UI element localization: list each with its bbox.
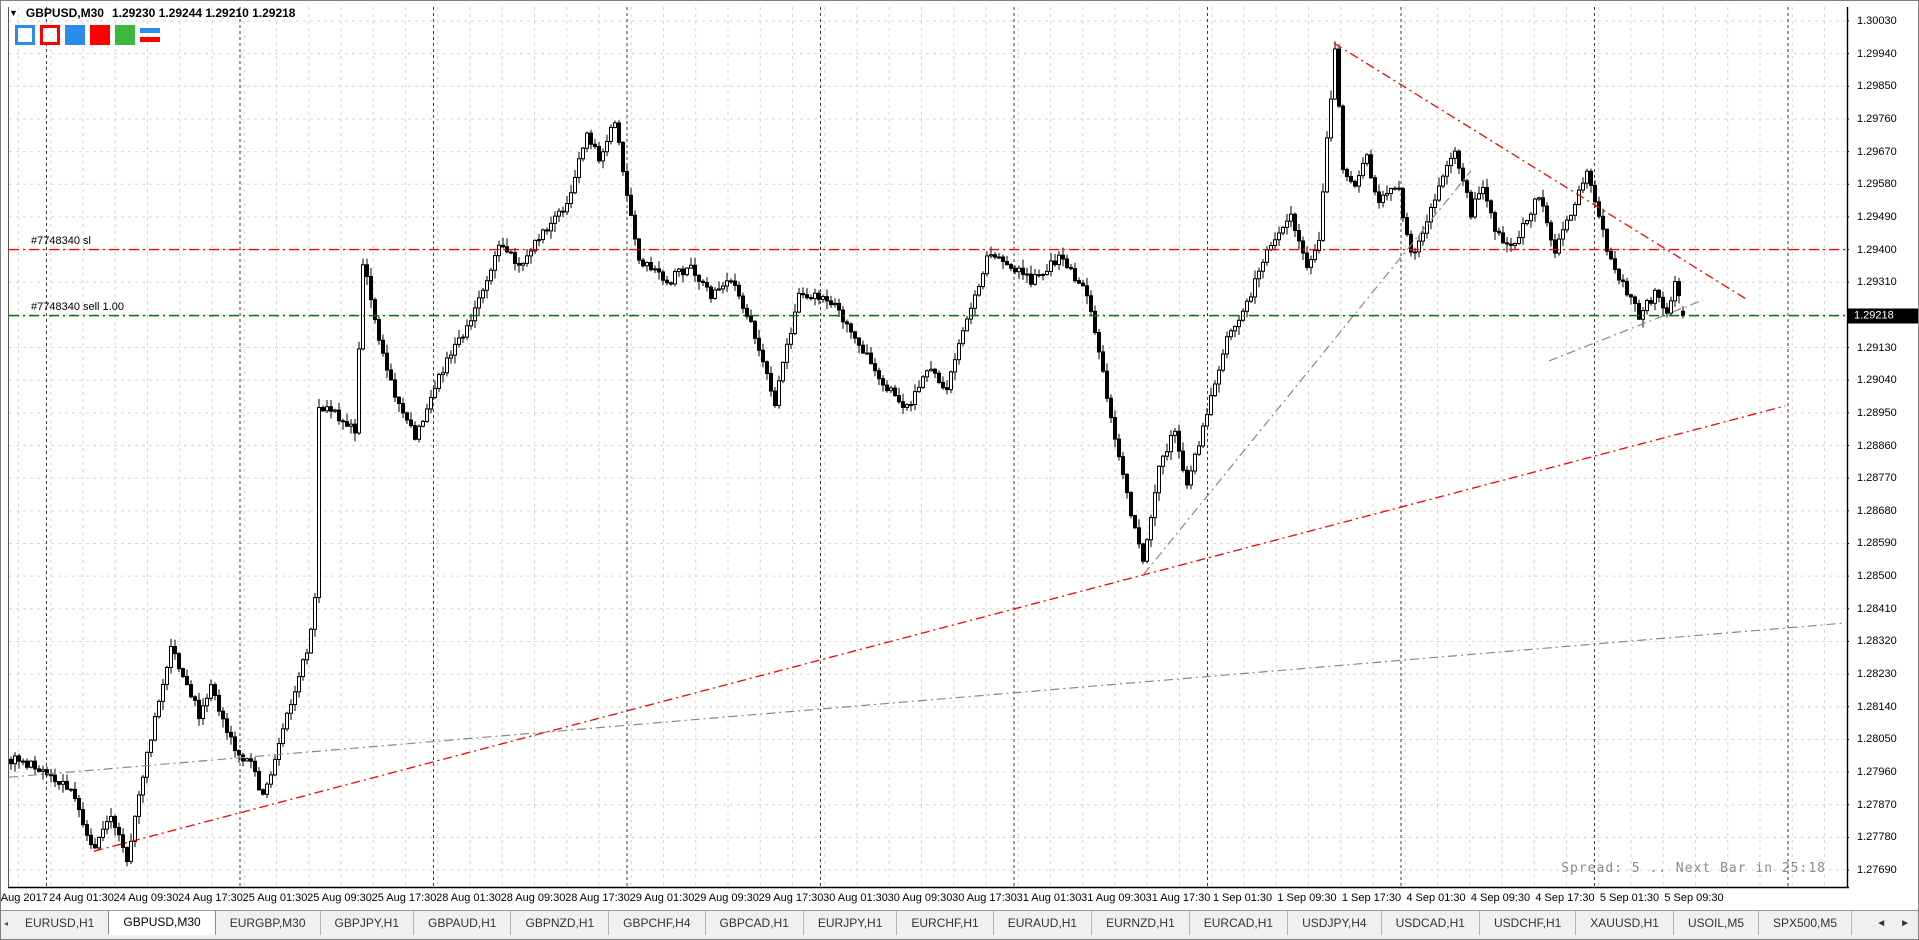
time-axis-label: 1 Sep 09:30 bbox=[1277, 892, 1337, 904]
hollow-red-rect-icon[interactable] bbox=[40, 25, 60, 45]
time-axis-label: 30 Aug 09:30 bbox=[887, 892, 953, 904]
price-axis-label: 1.29940 bbox=[1857, 47, 1897, 60]
chart-header: ▼ GBPUSD,M30 1.29230 1.29244 1.29210 1.2… bbox=[9, 6, 295, 20]
price-axis-label: 1.29760 bbox=[1857, 112, 1897, 125]
tab-scroll-right-icon[interactable]: ► bbox=[1900, 917, 1910, 929]
chart-tab-usdjpy-h4[interactable]: USDJPY,H4 bbox=[1287, 911, 1380, 935]
chart-tab-gbpjpy-h1[interactable]: GBPJPY,H1 bbox=[319, 911, 413, 935]
time-axis-label: 28 Aug 17:30 bbox=[565, 892, 630, 904]
chart-tab-gbpaud-h1[interactable]: GBPAUD,H1 bbox=[413, 911, 510, 935]
chart-tab-usdcad-h1[interactable]: USDCAD,H1 bbox=[1380, 911, 1479, 935]
chart-tabs: EURUSD,H1 GBPUSD,M30 EURGBP,M30 GBPJPY,H1 GB… bbox=[11, 911, 1866, 935]
time-axis-label: 28 Aug 01:30 bbox=[436, 892, 501, 904]
tab-scroll-controls: ◄ ► bbox=[1866, 911, 1918, 935]
tabbar-edge-glyph: ◂ bbox=[3, 918, 8, 928]
time-axis-label: 30 Aug 01:30 bbox=[823, 892, 888, 904]
window-bottom-edge bbox=[1, 935, 1918, 939]
chart-tab-eurusd-h1[interactable]: EURUSD,H1 bbox=[25, 916, 95, 930]
time-axis-label: 30 Aug 17:30 bbox=[952, 892, 1017, 904]
chart-tab-gbpcad-h1[interactable]: GBPCAD,H1 bbox=[704, 911, 803, 935]
time-axis-label: 4 Sep 01:30 bbox=[1406, 892, 1466, 904]
chart-tab-xauusd-h1[interactable]: XAUUSD,H1 bbox=[1575, 911, 1673, 935]
time-axis-label: 31 Aug 17:30 bbox=[1145, 892, 1211, 904]
filled-red-rect-icon[interactable] bbox=[90, 25, 110, 45]
price-axis-label: 1.27780 bbox=[1857, 831, 1897, 844]
time-axis-label: 28 Aug 09:30 bbox=[500, 892, 566, 904]
chart-tab-usdchf-h1[interactable]: USDCHF,H1 bbox=[1478, 911, 1575, 935]
price-axis-label: 1.28140 bbox=[1857, 700, 1897, 713]
chart-tab-gbpchf-h4[interactable]: GBPCHF,H4 bbox=[608, 911, 704, 935]
price-axis-label: 1.27960 bbox=[1857, 766, 1897, 779]
current-price-tag: 1.29218 bbox=[1848, 308, 1918, 324]
time-axis-label: 24 Aug 09:30 bbox=[113, 892, 179, 904]
chart-tab-eurjpy-h1[interactable]: EURJPY,H1 bbox=[802, 911, 896, 935]
filled-blue-rect-icon[interactable] bbox=[65, 25, 85, 45]
price-axis-label: 1.29670 bbox=[1857, 145, 1897, 158]
filled-green-rect-icon[interactable] bbox=[115, 25, 135, 45]
chart-tab-eurnzd-h1[interactable]: EURNZD,H1 bbox=[1091, 911, 1189, 935]
price-axis-label: 1.29850 bbox=[1857, 80, 1897, 93]
time-axis-label: 29 Aug 01:30 bbox=[629, 892, 695, 904]
price-axis-label: 1.28320 bbox=[1857, 635, 1897, 648]
time-axis-label: 31 Aug 01:30 bbox=[1016, 892, 1082, 904]
time-axis-label: 5 Sep 09:30 bbox=[1664, 892, 1724, 904]
price-axis-label: 1.29400 bbox=[1857, 243, 1897, 256]
chart-tab-gbpnzd-h1[interactable]: GBPNZD,H1 bbox=[510, 911, 608, 935]
price-axis-label: 1.29040 bbox=[1857, 374, 1897, 387]
price-axis-label: 1.28950 bbox=[1857, 406, 1897, 419]
chart-ohlc-quote: 1.29230 1.29244 1.29210 1.29218 bbox=[111, 6, 296, 20]
price-axis-label: 1.29310 bbox=[1857, 276, 1897, 289]
time-axis-label: 25 Aug 09:30 bbox=[307, 892, 372, 904]
chart-tab-spx500-m5[interactable]: SPX500,M5 bbox=[1758, 911, 1851, 935]
price-axis[interactable]: 1.30030 1.29940 1.29850 1.29760 1.29670 1.295… bbox=[1849, 1, 1918, 913]
time-axis-label: 5 Sep 01:30 bbox=[1599, 892, 1660, 904]
stop-loss-label: #7748340 sl bbox=[31, 234, 91, 247]
color-swatch-toolbar bbox=[15, 25, 160, 45]
time-axis-label: 23 Aug 2017 bbox=[0, 892, 48, 904]
price-axis-label: 1.28680 bbox=[1857, 504, 1897, 517]
time-axis-label: 1 Sep 01:30 bbox=[1212, 892, 1273, 904]
price-axis-label: 1.28050 bbox=[1857, 733, 1897, 746]
price-axis-label: 1.29130 bbox=[1857, 341, 1897, 354]
price-axis-label: 1.28860 bbox=[1857, 439, 1897, 452]
price-axis-label: 1.28230 bbox=[1857, 668, 1897, 681]
price-axis-label: 1.29490 bbox=[1857, 210, 1897, 223]
chart-tab-bar: ◂ EURUSD,H1 GBPUSD,M30 EURGBP,M30 GBPJPY,H1… bbox=[1, 910, 1918, 935]
time-axis-label: 1 Sep 17:30 bbox=[1341, 892, 1402, 904]
blue-red-bars-icon[interactable] bbox=[140, 25, 160, 45]
time-axis-label: 24 Aug 17:30 bbox=[178, 892, 243, 904]
price-axis-label: 1.28590 bbox=[1857, 537, 1897, 550]
price-axis-label: 1.29580 bbox=[1857, 178, 1897, 191]
hollow-blue-rect-icon[interactable] bbox=[15, 25, 35, 45]
time-axis-label: 29 Aug 09:30 bbox=[694, 892, 759, 904]
price-axis-label: 1.30030 bbox=[1857, 15, 1897, 27]
chart-tab-audusd-h4[interactable]: AUDUSD,H4 bbox=[1851, 911, 1866, 935]
price-axis-label: 1.28500 bbox=[1857, 570, 1897, 583]
chart-tab-eurchf-h1[interactable]: EURCHF,H1 bbox=[896, 911, 992, 935]
chart-tab-gbpusd-m30[interactable]: GBPUSD,M30 bbox=[108, 911, 216, 935]
time-axis-label: 31 Aug 09:30 bbox=[1081, 892, 1146, 904]
chart-tab-eurcad-h1[interactable]: EURCAD,H1 bbox=[1188, 911, 1287, 935]
time-axis-label: 4 Sep 09:30 bbox=[1470, 892, 1531, 904]
time-axis-label: 25 Aug 17:30 bbox=[371, 892, 437, 904]
price-axis-label: 1.28410 bbox=[1857, 602, 1897, 615]
time-axis-label: 29 Aug 17:30 bbox=[758, 892, 824, 904]
spread-nextbar-status: Spread: 5 .. Next Bar in 25:18 bbox=[1561, 861, 1826, 876]
open-position-label: #7748340 sell 1.00 bbox=[31, 300, 124, 313]
time-axis-label: 4 Sep 17:30 bbox=[1535, 892, 1595, 904]
price-axis-label: 1.28770 bbox=[1857, 472, 1897, 485]
time-axis-label: 24 Aug 01:30 bbox=[49, 892, 114, 904]
time-axis-label: 25 Aug 01:30 bbox=[242, 892, 308, 904]
chart-tab-usoil-m5[interactable]: USOIL,M5 bbox=[1672, 911, 1758, 935]
price-axis-label: 1.27690 bbox=[1857, 864, 1897, 877]
price-axis-label: 1.27870 bbox=[1857, 798, 1897, 811]
chart-tab-eurgbp-m30[interactable]: EURGBP,M30 bbox=[229, 916, 306, 930]
tab-scroll-left-icon[interactable]: ◄ bbox=[1876, 917, 1887, 929]
chart-tab-euraud-h1[interactable]: EURAUD,H1 bbox=[992, 911, 1091, 935]
chart-symbol-timeframe: GBPUSD,M30 bbox=[25, 6, 104, 20]
chevron-down-icon[interactable]: ▼ bbox=[9, 8, 18, 18]
